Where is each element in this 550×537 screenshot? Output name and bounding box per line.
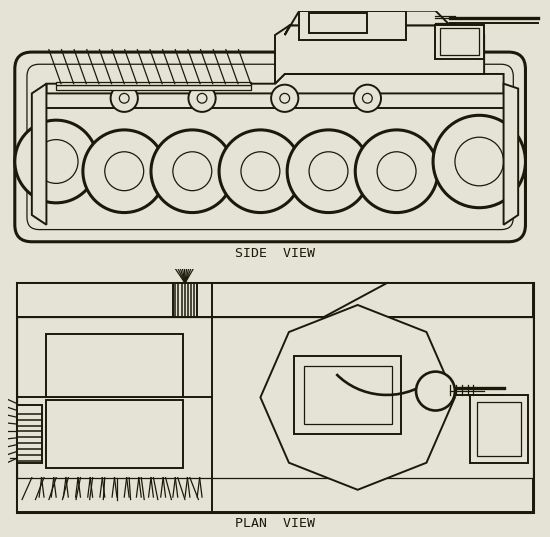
Circle shape bbox=[241, 152, 280, 191]
Bar bbox=[17, 283, 533, 512]
Polygon shape bbox=[285, 11, 450, 35]
Bar bbox=[470, 395, 528, 463]
Bar bbox=[304, 366, 392, 424]
Circle shape bbox=[362, 93, 372, 103]
Circle shape bbox=[105, 152, 144, 191]
Polygon shape bbox=[275, 25, 484, 84]
Polygon shape bbox=[46, 74, 504, 93]
Bar bbox=[436, 25, 484, 60]
Bar bbox=[17, 317, 533, 477]
Bar bbox=[294, 356, 402, 434]
Circle shape bbox=[34, 140, 78, 184]
Circle shape bbox=[455, 137, 504, 186]
Text: SIDE  VIEW: SIDE VIEW bbox=[235, 248, 315, 260]
Bar bbox=[56, 85, 251, 90]
Circle shape bbox=[151, 130, 234, 213]
Circle shape bbox=[280, 93, 290, 103]
Circle shape bbox=[287, 130, 370, 213]
Bar bbox=[17, 283, 533, 317]
Polygon shape bbox=[504, 84, 518, 224]
Circle shape bbox=[173, 152, 212, 191]
Text: PLAN  VIEW: PLAN VIEW bbox=[235, 517, 315, 531]
Circle shape bbox=[416, 372, 455, 410]
Circle shape bbox=[377, 152, 416, 191]
Circle shape bbox=[354, 85, 381, 112]
Bar bbox=[46, 400, 183, 468]
Circle shape bbox=[433, 115, 525, 208]
FancyBboxPatch shape bbox=[15, 52, 525, 242]
Bar bbox=[56, 82, 251, 85]
Bar bbox=[441, 28, 479, 55]
Circle shape bbox=[189, 85, 216, 112]
Polygon shape bbox=[46, 93, 504, 108]
Polygon shape bbox=[260, 305, 455, 490]
Circle shape bbox=[197, 93, 207, 103]
Bar bbox=[46, 334, 183, 397]
Circle shape bbox=[111, 85, 138, 112]
Circle shape bbox=[83, 130, 166, 213]
Circle shape bbox=[271, 85, 298, 112]
Bar bbox=[299, 11, 406, 40]
Bar bbox=[173, 283, 197, 317]
Bar bbox=[17, 405, 42, 463]
Circle shape bbox=[119, 93, 129, 103]
Bar bbox=[17, 477, 533, 512]
Bar bbox=[477, 402, 521, 456]
Circle shape bbox=[15, 120, 97, 203]
Circle shape bbox=[219, 130, 302, 213]
Bar bbox=[309, 13, 367, 33]
Circle shape bbox=[355, 130, 438, 213]
Polygon shape bbox=[32, 84, 46, 224]
Circle shape bbox=[309, 152, 348, 191]
